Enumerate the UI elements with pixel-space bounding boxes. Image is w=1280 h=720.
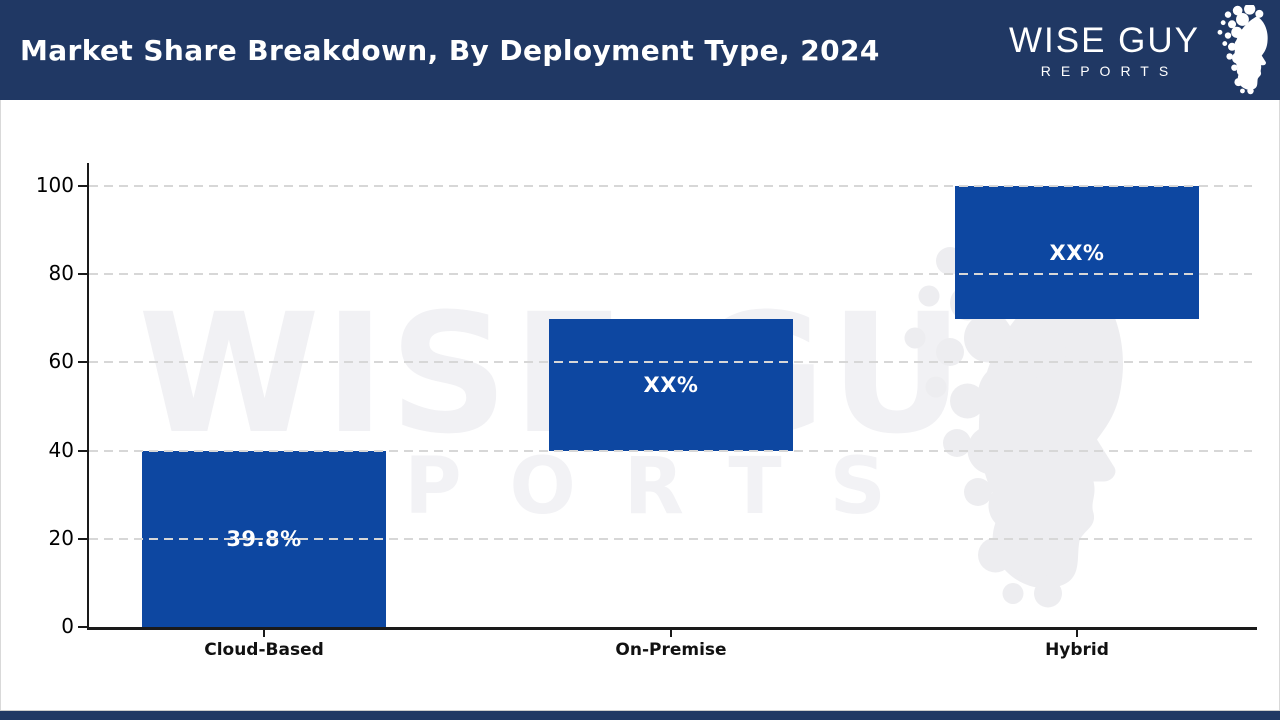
y-axis-tick-label: 0 [61,614,74,638]
y-axis-tick [78,626,87,628]
gridline [89,361,1252,364]
y-axis-tick [78,537,87,540]
y-axis-line [87,163,89,627]
y-axis-tick-label: 100 [35,173,74,197]
gridline [89,449,1252,452]
bar-value-label: XX% [643,373,699,398]
y-axis-tick [78,273,87,276]
x-axis-tick [1076,630,1078,637]
y-axis-tick-label: 60 [48,349,74,374]
y-axis-tick-label: 20 [48,525,74,550]
logo-text: WISE GUY REPORTS [1009,21,1200,79]
wiseguy-face-icon [1217,5,1268,95]
wiseguy-logo: WISE GUY REPORTS [1009,5,1270,95]
page-border-left [0,100,1,720]
x-axis-category-label: On-Premise [615,640,727,660]
x-axis-tick [263,630,265,637]
x-axis-line [87,627,1257,630]
page-title: Market Share Breakdown, By Deployment Ty… [20,33,880,67]
watermark-face-icon [904,215,1124,608]
gridline [89,273,1252,276]
footer-bar [0,710,1280,720]
x-axis-category-label: Cloud-Based [204,640,324,660]
y-axis-tick [78,185,87,187]
x-axis-category-label: Hybrid [1045,640,1109,660]
gridline [89,537,1252,540]
y-axis-tick [78,449,87,452]
logo-wordmark: WISE GUY [1008,21,1200,60]
bar-segment-on-premise: XX% [549,319,793,452]
gridline [89,185,1252,187]
y-axis-tick-label: 40 [48,437,74,462]
y-axis-tick [78,361,87,364]
bar-segment-hybrid: XX% [955,186,1199,320]
header: Market Share Breakdown, By Deployment Ty… [0,0,1280,100]
x-axis-tick [670,630,672,637]
y-axis-tick-label: 80 [48,261,74,286]
bar-value-label: XX% [1049,240,1105,265]
logo-subtitle: REPORTS [1040,63,1179,79]
